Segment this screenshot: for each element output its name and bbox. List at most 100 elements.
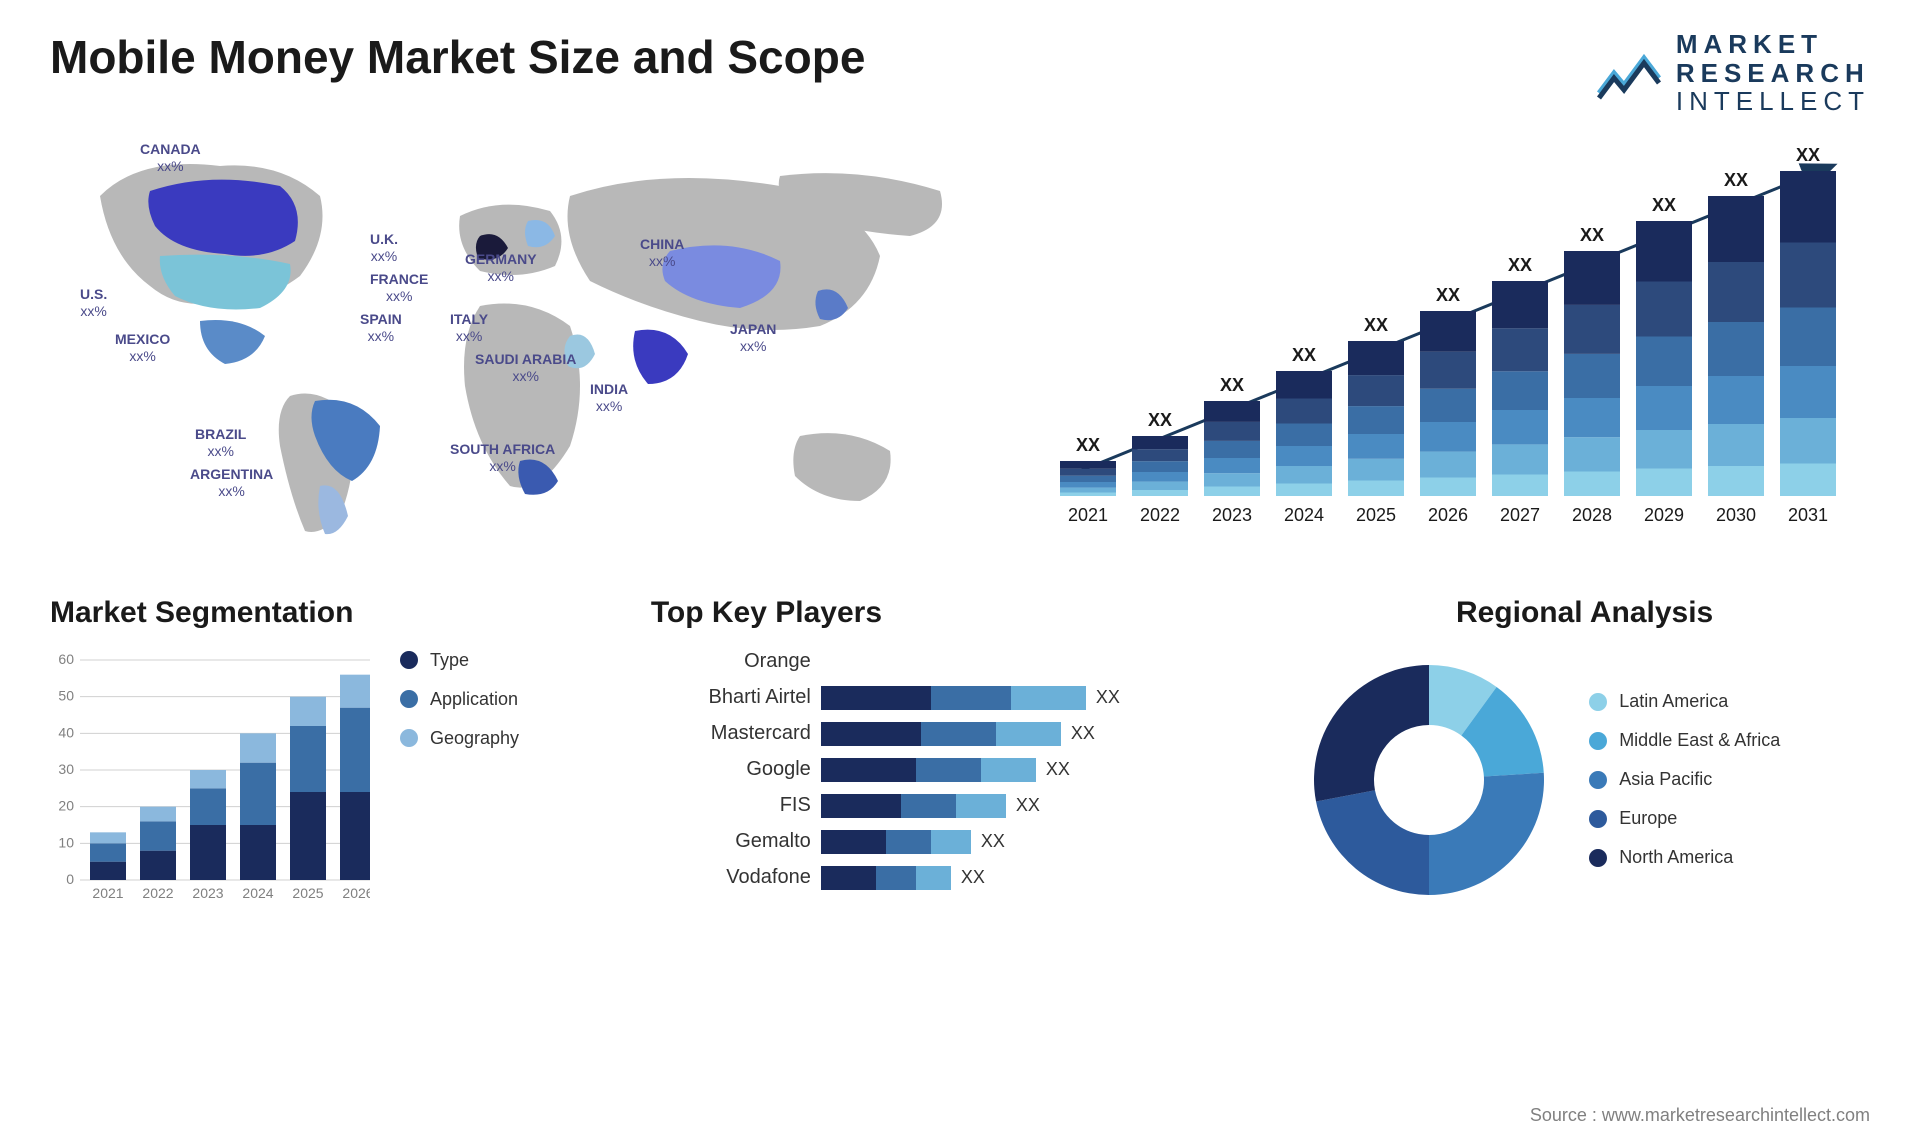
growth-bar-segment xyxy=(1420,477,1476,496)
growth-bar-segment xyxy=(1636,468,1692,496)
legend-dot xyxy=(1589,771,1607,789)
player-row: XX xyxy=(821,722,1269,746)
growth-bar-segment xyxy=(1060,487,1116,492)
segmentation-section: Market Segmentation 01020304050602021202… xyxy=(50,596,621,910)
growth-bar-segment xyxy=(1636,386,1692,430)
map-label: FRANCExx% xyxy=(370,271,428,305)
growth-bar-segment xyxy=(1780,366,1836,418)
growth-bar-segment xyxy=(1132,481,1188,489)
player-row xyxy=(821,650,1269,674)
growth-bar-segment xyxy=(1276,398,1332,423)
seg-bar-segment xyxy=(190,825,226,880)
legend-label: Latin America xyxy=(1619,691,1728,712)
growth-bar-segment xyxy=(1708,196,1764,262)
player-bar-segment xyxy=(921,722,996,746)
growth-bar-segment xyxy=(1636,430,1692,469)
player-bar xyxy=(821,830,971,854)
svg-text:2023: 2023 xyxy=(192,885,223,901)
growth-bar-segment xyxy=(1132,436,1188,449)
player-name: Google xyxy=(651,758,811,782)
growth-bar-segment xyxy=(1492,328,1548,371)
growth-year-label: 2022 xyxy=(1140,505,1180,525)
growth-bar-segment xyxy=(1708,262,1764,322)
svg-text:50: 50 xyxy=(58,687,74,703)
map-label: U.K.xx% xyxy=(370,231,398,265)
seg-bar-segment xyxy=(190,788,226,825)
logo-icon xyxy=(1594,43,1664,103)
growth-bar-segment xyxy=(1564,398,1620,437)
growth-bar-segment xyxy=(1060,475,1116,481)
growth-bar-segment xyxy=(1420,388,1476,421)
growth-bar-segment xyxy=(1564,354,1620,398)
player-bar-segment xyxy=(821,722,921,746)
growth-year-label: 2024 xyxy=(1284,505,1324,525)
map-label: MEXICOxx% xyxy=(115,331,170,365)
seg-bar-segment xyxy=(290,792,326,880)
growth-bar-segment xyxy=(1348,434,1404,459)
svg-text:20: 20 xyxy=(58,797,74,813)
growth-bar-label: XX xyxy=(1652,195,1676,215)
player-bar-segment xyxy=(821,794,901,818)
map-label: GERMANYxx% xyxy=(465,251,537,285)
seg-bar-segment xyxy=(340,674,370,707)
player-bar-segment xyxy=(821,866,876,890)
player-bar xyxy=(821,686,1086,710)
seg-bar-segment xyxy=(140,850,176,879)
growth-bar-label: XX xyxy=(1076,435,1100,455)
growth-bar-segment xyxy=(1204,473,1260,486)
player-bar xyxy=(821,866,951,890)
growth-bar-label: XX xyxy=(1148,410,1172,430)
player-row: XX xyxy=(821,866,1269,890)
legend-label: Application xyxy=(430,689,518,710)
regional-section: Regional Analysis Latin AmericaMiddle Ea… xyxy=(1299,596,1870,910)
key-players-section: Top Key Players OrangeBharti AirtelMaste… xyxy=(651,596,1269,910)
growth-bar-segment xyxy=(1420,351,1476,388)
player-row: XX xyxy=(821,758,1269,782)
donut-wrap xyxy=(1299,650,1559,910)
growth-bar-segment xyxy=(1204,441,1260,458)
seg-bar-segment xyxy=(240,825,276,880)
growth-bar-segment xyxy=(1708,376,1764,424)
player-bar-segment xyxy=(901,794,956,818)
growth-chart-svg: XX2021XX2022XX2023XX2024XX2025XX2026XX20… xyxy=(1050,136,1870,556)
segmentation-legend: TypeApplicationGeography xyxy=(400,650,519,910)
seg-bar-segment xyxy=(340,707,370,791)
growth-bar-segment xyxy=(1132,449,1188,461)
player-value: XX xyxy=(1071,723,1095,744)
growth-bar-label: XX xyxy=(1292,345,1316,365)
seg-bar-segment xyxy=(90,832,126,843)
growth-bar-label: XX xyxy=(1580,225,1604,245)
growth-bar-segment xyxy=(1492,474,1548,496)
donut-segment xyxy=(1314,665,1429,802)
growth-bar-segment xyxy=(1132,490,1188,496)
svg-text:2022: 2022 xyxy=(142,885,173,901)
svg-text:2024: 2024 xyxy=(242,885,273,901)
page-title: Mobile Money Market Size and Scope xyxy=(50,30,865,84)
player-name: Orange xyxy=(651,650,811,674)
legend-item: Type xyxy=(400,650,519,671)
seg-bar-segment xyxy=(140,821,176,850)
map-label: SOUTH AFRICAxx% xyxy=(450,441,555,475)
seg-bar-segment xyxy=(190,770,226,788)
legend-label: Asia Pacific xyxy=(1619,769,1712,790)
growth-bar-segment xyxy=(1348,480,1404,496)
map-india xyxy=(633,329,688,383)
growth-bar-segment xyxy=(1204,422,1260,441)
growth-bar-segment xyxy=(1780,242,1836,307)
growth-bar-segment xyxy=(1708,466,1764,496)
player-bar xyxy=(821,794,1006,818)
growth-year-label: 2026 xyxy=(1428,505,1468,525)
growth-bar-segment xyxy=(1780,171,1836,243)
legend-dot xyxy=(1589,732,1607,750)
growth-bar-segment xyxy=(1060,492,1116,496)
map-label: BRAZILxx% xyxy=(195,426,246,460)
svg-text:30: 30 xyxy=(58,761,74,777)
growth-bar-segment xyxy=(1420,451,1476,477)
growth-bar-segment xyxy=(1780,307,1836,366)
growth-bar-segment xyxy=(1348,406,1404,434)
growth-bar-segment xyxy=(1780,463,1836,496)
player-value: XX xyxy=(961,867,985,888)
player-bar-segment xyxy=(981,758,1036,782)
growth-bar-segment xyxy=(1420,311,1476,352)
growth-bar-segment xyxy=(1708,322,1764,376)
